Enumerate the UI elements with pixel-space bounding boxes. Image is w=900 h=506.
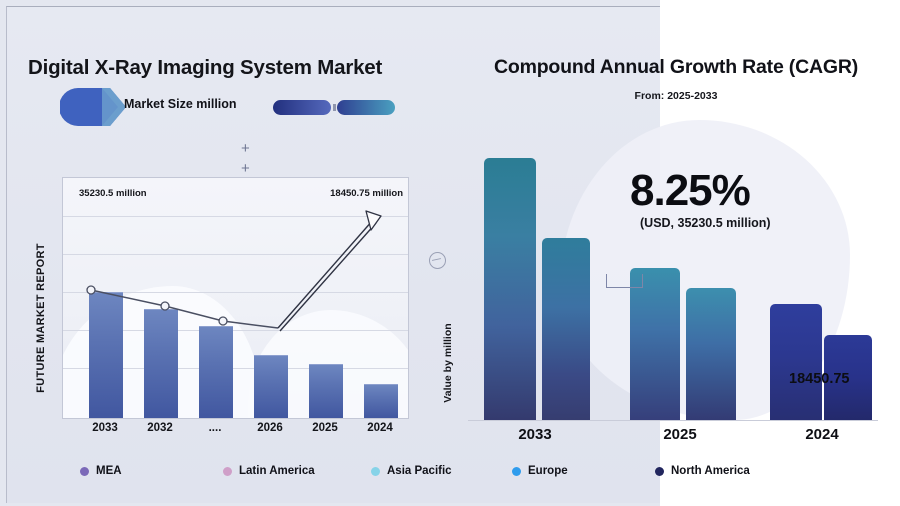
x-label-2024: 2024 [805,426,839,443]
bar-2024-secondary [824,335,872,420]
left-page-title: Digital X-Ray Imaging System Market [28,56,383,79]
gridline [63,330,408,331]
x-label-2033: 2033 [518,426,552,443]
legend-item-north-america[interactable]: North America [655,465,750,477]
right-y-axis-label: Value by million [442,323,454,403]
cagr-value: 8.25% [630,166,751,215]
left-chart-start-value-label: 35230.5 million [79,188,147,199]
legend-label: MEA [96,465,122,477]
bar-2033-secondary [542,238,590,420]
legend-dot-icon [371,466,380,476]
left-y-axis-label: FUTURE MARKET REPORT [35,243,47,393]
bar-ellipsis [199,326,233,418]
legend-label: Asia Pacific [387,465,452,477]
gridline [63,216,408,217]
bracket-marker-icon [606,274,644,289]
legend-item-asia-pacific[interactable]: Asia Pacific [371,465,452,477]
legend-item-europe[interactable]: Europe [512,465,568,477]
left-market-size-chart: 35230.5 million 18450.75 million ▤ ▢ [62,177,409,419]
bar-2024 [364,384,398,418]
minus-circle-icon [429,252,446,269]
pill-bar-dark-icon [273,100,331,115]
left-chart-end-value-label: 18450.75 million [330,188,403,199]
pill-bar-gradient-icon [337,100,395,115]
bar-2025 [309,364,343,418]
bar-2025-primary [630,268,680,420]
legend-item-latin-america[interactable]: Latin America [223,465,315,477]
bar-2024-primary [770,304,822,420]
right-chart-baseline [468,420,878,422]
right-chart-x-axis: 2033 2025 2024 [462,426,882,448]
x-label-2024: 2024 [367,422,393,434]
x-label-2032: 2032 [147,422,173,434]
right-page-subtitle: From: 2025-2033 [634,90,718,102]
legend-dot-icon [512,466,521,476]
gridline [63,292,408,293]
legend-item-mea[interactable]: MEA [80,465,122,477]
x-label-ellipsis: .... [208,422,222,434]
plus-mark-icon: + [241,140,250,157]
bar-2033-primary [484,158,536,420]
right-cagr-chart [462,150,882,420]
left-chart-x-axis: 2033 2032 .... 2026 2025 2024 [62,422,407,442]
badge-label: Market Size million [124,97,237,111]
bar-2025-secondary [686,288,736,420]
x-label-2025: 2025 [663,426,697,443]
gridline [63,368,408,369]
legend-dot-icon [80,466,89,476]
legend-label: Latin America [239,465,315,477]
hexagon-logo-icon [60,88,126,126]
gridline [63,254,408,255]
bar-2033 [89,292,123,418]
pill-separator-icon [333,104,336,111]
trend-line-overlay [86,210,382,332]
legend: MEA Latin America Asia Pacific Europe No… [80,465,820,487]
x-label-2025: 2025 [312,422,338,434]
legend-dot-icon [655,466,664,476]
legend-label: Europe [528,465,568,477]
x-label-2033: 2033 [92,422,118,434]
cagr-subtext: (USD, 35230.5 million) [640,216,771,230]
right-chart-value-label: 18450.75 [789,371,850,387]
bar-2026 [254,355,288,418]
legend-label: North America [671,465,750,477]
legend-dot-icon [223,466,232,476]
plus-mark-icon: + [241,160,250,177]
x-label-2026: 2026 [257,422,283,434]
right-page-title: Compound Annual Growth Rate (CAGR) [493,56,859,78]
bar-2032 [144,309,178,418]
